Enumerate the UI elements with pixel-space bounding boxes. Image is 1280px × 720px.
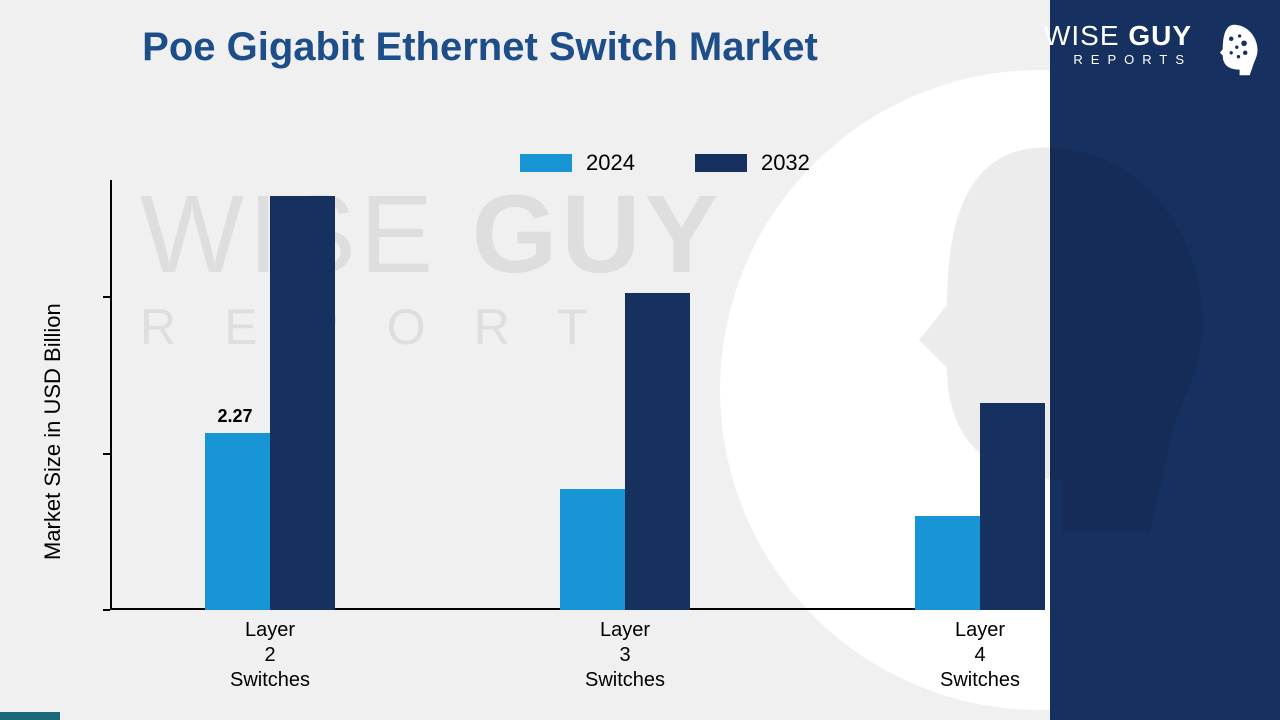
bar-group: 2.27Layer2Switches	[205, 196, 335, 610]
logo-line1: WISE GUY	[1044, 22, 1192, 50]
y-axis-tick	[103, 296, 110, 298]
legend-item-2032: 2032	[695, 150, 810, 176]
chart-title: Poe Gigabit Ethernet Switch Market	[0, 25, 960, 70]
bar	[270, 196, 335, 610]
chart-canvas: Poe Gigabit Ethernet Switch Market WISE …	[0, 0, 1280, 720]
bar	[980, 403, 1045, 610]
logo-line2: REPORTS	[1044, 52, 1192, 67]
y-axis-label: Market Size in USD Billion	[40, 303, 66, 560]
legend-label-2024: 2024	[586, 150, 635, 176]
legend-swatch-2032	[695, 154, 747, 172]
y-axis-line	[110, 180, 112, 610]
bar	[560, 489, 625, 610]
category-label: Layer2Switches	[205, 618, 335, 693]
bar	[205, 433, 270, 610]
chart-plot-area: 2.27Layer2SwitchesLayer3SwitchesLayer4Sw…	[110, 180, 930, 610]
bar-group: Layer4Switches	[915, 403, 1045, 610]
bar	[915, 516, 980, 610]
chart-legend: 2024 2032	[520, 150, 810, 176]
y-axis-tick	[103, 453, 110, 455]
bar	[625, 293, 690, 610]
legend-label-2032: 2032	[761, 150, 810, 176]
logo-head-icon	[1206, 22, 1262, 78]
brand-logo: WISE GUY REPORTS	[1044, 22, 1192, 67]
bar-value-label: 2.27	[218, 406, 253, 427]
bottom-accent-bar	[0, 712, 60, 720]
category-label: Layer4Switches	[915, 618, 1045, 693]
category-label: Layer3Switches	[560, 618, 690, 693]
y-axis-tick	[103, 609, 110, 611]
bar-group: Layer3Switches	[560, 293, 690, 610]
legend-swatch-2024	[520, 154, 572, 172]
legend-item-2024: 2024	[520, 150, 635, 176]
